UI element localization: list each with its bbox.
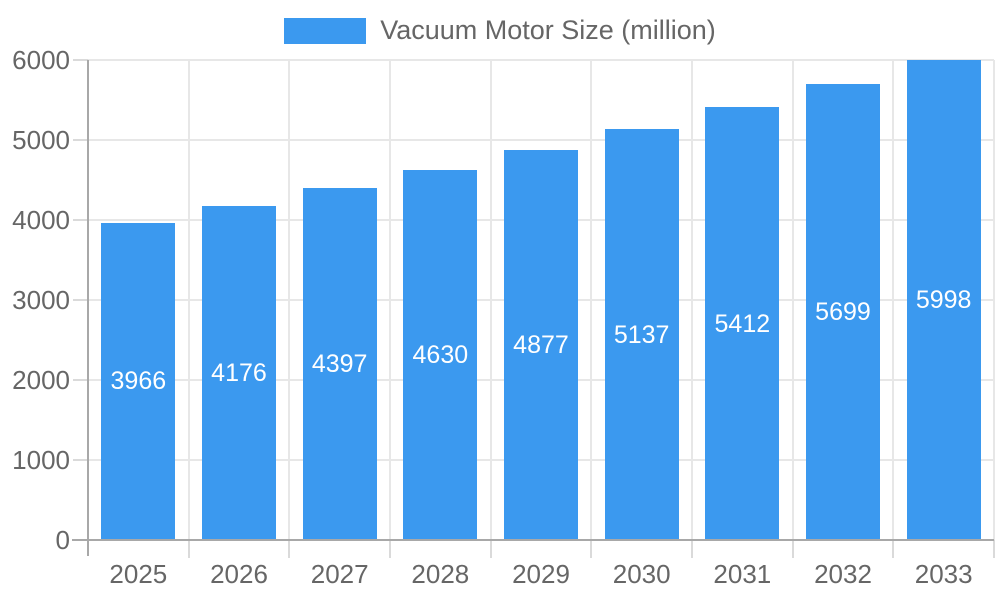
legend-label: Vacuum Motor Size (million)	[380, 15, 716, 45]
bar[interactable]	[806, 84, 880, 540]
y-tick-label: 4000	[12, 205, 70, 235]
x-axis-tick	[691, 540, 693, 558]
y-axis-tick	[73, 139, 88, 141]
y-axis-tick	[73, 59, 88, 61]
legend-item[interactable]: Vacuum Motor Size (million)	[0, 17, 1000, 44]
gridline-horizontal	[88, 139, 994, 141]
x-axis-tick	[389, 540, 391, 558]
y-tick-label: 2000	[12, 365, 70, 395]
y-tick-label: 0	[55, 525, 70, 555]
bar[interactable]	[705, 107, 780, 540]
x-tick-label: 2033	[914, 559, 973, 589]
y-tick-label: 1000	[12, 445, 70, 475]
x-axis-tick	[892, 540, 895, 558]
bar[interactable]	[101, 222, 176, 540]
x-tick-label: 2028	[411, 559, 470, 589]
gridline-vertical	[791, 60, 794, 540]
x-tick-label: 2029	[512, 559, 570, 589]
x-tick-label: 2032	[814, 559, 872, 589]
x-tick-label: 2027	[310, 559, 369, 589]
x-axis-tick	[187, 540, 190, 558]
gridline-vertical	[993, 60, 995, 540]
x-tick-label: 2025	[109, 559, 168, 589]
x-axis-tick	[993, 540, 995, 558]
x-axis-tick	[288, 540, 291, 558]
legend-swatch	[284, 17, 367, 44]
x-tick-label: 2030	[612, 559, 671, 589]
gridline-vertical	[892, 60, 895, 540]
y-axis-tick	[73, 219, 88, 221]
x-tick-label: 2026	[210, 559, 268, 589]
y-axis-tick	[73, 379, 88, 381]
x-axis-tick	[489, 540, 492, 558]
gridline-vertical	[691, 60, 693, 540]
x-axis-tick	[590, 540, 593, 558]
bar[interactable]	[906, 60, 981, 540]
bar[interactable]	[403, 169, 478, 540]
bar[interactable]	[302, 188, 377, 540]
gridline-vertical	[489, 60, 492, 540]
y-tick-label: 3000	[12, 285, 70, 315]
y-axis-tick	[73, 299, 88, 301]
bar[interactable]	[202, 205, 276, 540]
y-axis-tick	[73, 459, 88, 461]
y-axis-line	[87, 60, 89, 556]
bar[interactable]	[604, 129, 679, 540]
gridline-vertical	[187, 60, 190, 540]
gridline-vertical	[590, 60, 593, 540]
x-axis-line	[72, 539, 994, 541]
gridline-vertical	[288, 60, 291, 540]
x-tick-label: 2031	[713, 559, 772, 589]
y-tick-label: 5000	[12, 125, 70, 155]
gridline-horizontal	[88, 59, 994, 61]
y-tick-label: 6000	[12, 45, 70, 75]
x-axis-tick	[791, 540, 794, 558]
gridline-vertical	[389, 60, 391, 540]
bar[interactable]	[504, 149, 578, 540]
